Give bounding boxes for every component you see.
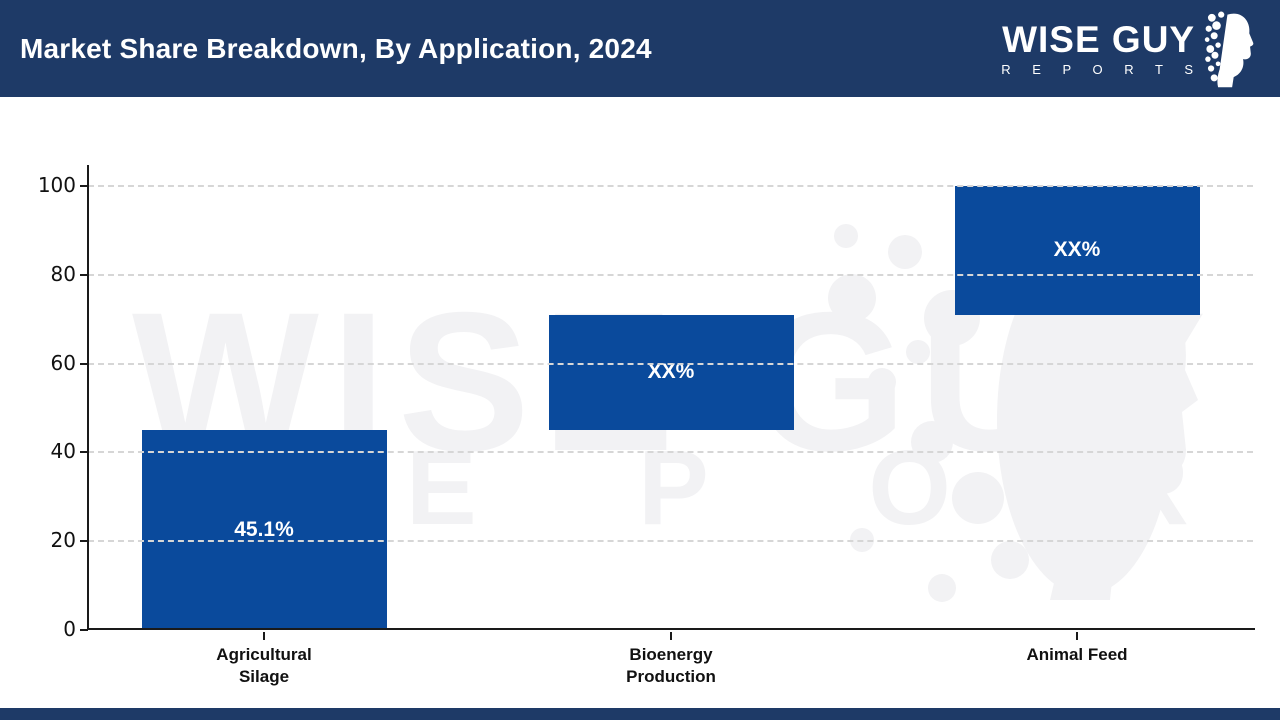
y-tick-label-40: 40 bbox=[50, 439, 76, 464]
bar-segment-3: XX% bbox=[954, 186, 1200, 315]
x-tick-2 bbox=[670, 632, 672, 640]
brand-face-icon bbox=[1204, 11, 1254, 87]
footer-bar bbox=[0, 708, 1280, 720]
x-axis-spine bbox=[87, 628, 1255, 630]
brand-logo-name: WISE GUY bbox=[1002, 18, 1196, 60]
gridline-100 bbox=[88, 185, 1253, 187]
bar-segment-2: XX% bbox=[548, 314, 794, 430]
category-label-1: Agricultural Silage bbox=[216, 645, 312, 687]
header-bar: Market Share Breakdown, By Application, … bbox=[0, 0, 1280, 97]
y-tick-0 bbox=[80, 629, 88, 631]
y-tick-label-100: 100 bbox=[37, 173, 76, 197]
chart-plot-area: 0 20 40 60 80 100 45.1% Agricultural Silage XX% B… bbox=[0, 97, 1280, 708]
gridline-60 bbox=[88, 362, 1253, 365]
category-label-3: Animal Feed bbox=[1026, 645, 1128, 664]
brand-logo: WISE GUY R E P O R T S bbox=[995, 10, 1254, 88]
y-axis-spine bbox=[87, 165, 89, 630]
category-label-2: Bioenergy Production bbox=[626, 645, 716, 687]
y-tick-label-20: 20 bbox=[50, 528, 76, 553]
x-tick-3 bbox=[1076, 632, 1078, 640]
y-tick-80 bbox=[80, 273, 88, 276]
y-tick-100 bbox=[80, 185, 88, 187]
brand-logo-text: WISE GUY R E P O R T S bbox=[995, 21, 1202, 77]
gridline-40 bbox=[88, 451, 1253, 454]
bar-value-label-2: XX% bbox=[647, 360, 695, 384]
x-tick-1 bbox=[263, 632, 265, 640]
brand-logo-subtitle: R E P O R T S bbox=[1001, 61, 1202, 77]
bar-value-label-1: 45.1% bbox=[234, 517, 294, 541]
gridline-20 bbox=[88, 540, 1253, 543]
y-tick-40 bbox=[80, 451, 88, 454]
y-tick-20 bbox=[80, 540, 88, 543]
y-tick-label-60: 60 bbox=[50, 350, 76, 375]
y-tick-60 bbox=[80, 362, 88, 365]
y-tick-label-0: 0 bbox=[63, 617, 76, 641]
bar-segment-1: 45.1% bbox=[141, 429, 387, 630]
page-title: Market Share Breakdown, By Application, … bbox=[20, 32, 652, 64]
gridline-80 bbox=[88, 273, 1253, 276]
bar-value-label-3: XX% bbox=[1053, 238, 1101, 262]
y-tick-label-80: 80 bbox=[50, 261, 76, 286]
